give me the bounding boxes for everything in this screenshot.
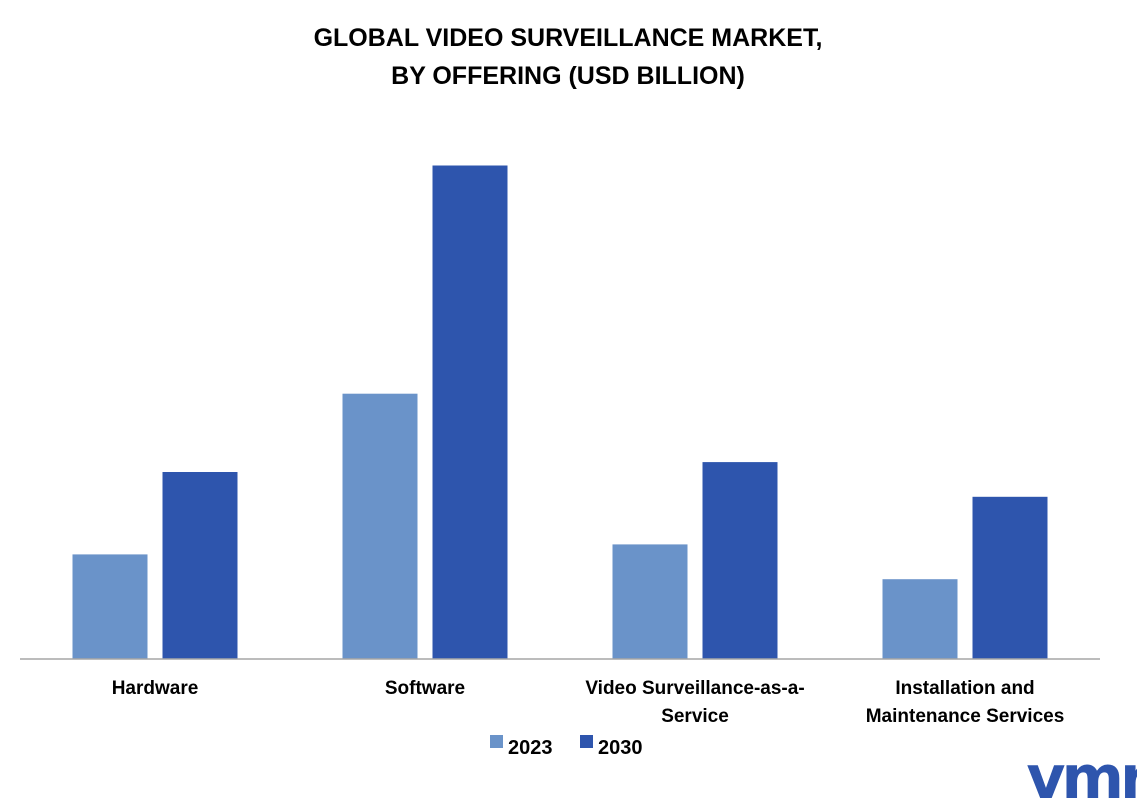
legend-swatch-2030 <box>580 735 593 748</box>
bar-2023-2 <box>611 543 689 660</box>
legend-swatch-2023 <box>490 735 503 748</box>
category-label-1-line-0: Software <box>385 678 465 699</box>
legend: 2023 2030 <box>490 735 643 759</box>
category-label-3-line-1: Maintenance Services <box>866 706 1065 727</box>
bar-2023-0 <box>71 553 149 660</box>
category-label-2-line-0: Video Surveillance-as-a- <box>585 678 804 699</box>
bar-2030-3 <box>971 495 1049 660</box>
category-label-3-line-0: Installation and <box>895 678 1034 699</box>
bar-2030-1 <box>431 164 509 660</box>
bar-2023-3 <box>881 578 959 660</box>
bars-group <box>71 164 1049 660</box>
category-label-2-line-1: Service <box>661 706 729 727</box>
bar-2023-1 <box>341 392 419 660</box>
chart-title: GLOBAL VIDEO SURVEILLANCE MARKET, BY OFF… <box>314 24 823 90</box>
bar-2030-2 <box>701 461 779 660</box>
bar-2030-0 <box>161 471 239 660</box>
chart-title-line-2: BY OFFERING (USD BILLION) <box>391 62 745 90</box>
legend-label-2023: 2023 <box>508 737 553 759</box>
category-labels: Hardware Software Video Surveillance-as-a-… <box>112 678 1065 727</box>
chart-title-line-1: GLOBAL VIDEO SURVEILLANCE MARKET, <box>314 24 823 52</box>
vmr-logo: vmr <box>1026 743 1137 809</box>
legend-label-2030: 2030 <box>598 737 643 759</box>
vmr-logo-text: vmr <box>1026 743 1137 809</box>
category-label-0-line-0: Hardware <box>112 678 199 699</box>
